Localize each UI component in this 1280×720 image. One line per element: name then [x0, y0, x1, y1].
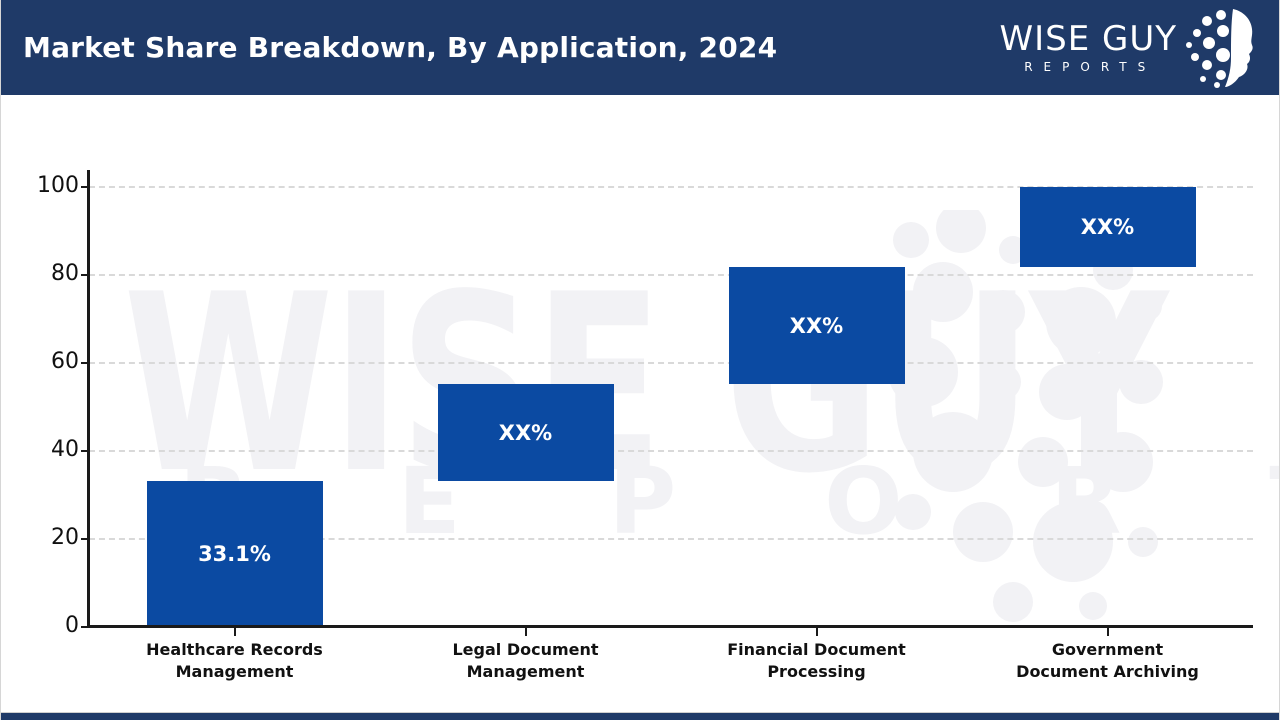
footer-hairline [1, 712, 1279, 713]
x-tick-mark [1106, 627, 1109, 636]
bar-value-label: XX% [498, 420, 553, 445]
y-tick-label: 40 [51, 437, 79, 462]
y-tick-label: 60 [51, 349, 79, 374]
bar-segment: 33.1% [146, 481, 323, 627]
gridline-60 [89, 362, 1253, 364]
bar-value-label: XX% [789, 313, 844, 338]
x-tick-mark [524, 627, 527, 636]
y-tick-mark [81, 450, 90, 452]
bar-segment: XX% [728, 267, 905, 385]
y-tick-mark [81, 538, 90, 540]
gridline-40 [89, 450, 1253, 452]
dotted-head-icon [1186, 8, 1253, 88]
y-tick-mark [81, 274, 90, 276]
y-tick-mark [81, 186, 90, 188]
logo-subtitle: REPORTS [1024, 60, 1157, 74]
bar-value-label: 33.1% [198, 542, 271, 567]
y-tick-label: 0 [65, 613, 79, 638]
logo-text: WISE GUY REPORTS [999, 22, 1177, 73]
gridline-80 [89, 274, 1253, 276]
bar-segment: XX% [437, 384, 614, 482]
y-tick-label: 100 [37, 173, 79, 198]
header-bar: Market Share Breakdown, By Application, … [1, 0, 1279, 95]
gridline-100 [89, 186, 1253, 188]
gridline-20 [89, 538, 1253, 540]
bar-value-label: XX% [1080, 215, 1135, 240]
logo-wordmark: WISE GUY [999, 19, 1177, 59]
y-tick-mark [81, 626, 90, 628]
page-title: Market Share Breakdown, By Application, … [23, 31, 778, 64]
x-tick-label: Government Document Archiving [1016, 640, 1199, 681]
x-tick-label: Financial Document Processing [727, 640, 906, 681]
footer-bar [1, 713, 1279, 720]
x-tick-label: Legal Document Management [452, 640, 599, 681]
y-axis-line [87, 170, 90, 628]
x-axis-line [89, 625, 1253, 628]
x-tick-label: Healthcare Records Management [146, 640, 323, 681]
y-tick-label: 80 [51, 261, 79, 286]
x-tick-mark [815, 627, 818, 636]
x-tick-mark [233, 627, 236, 636]
y-tick-label: 20 [51, 525, 79, 550]
y-tick-mark [81, 362, 90, 364]
bar-segment: XX% [1019, 187, 1196, 268]
wise-guy-logo: WISE GUY REPORTS [999, 7, 1257, 89]
